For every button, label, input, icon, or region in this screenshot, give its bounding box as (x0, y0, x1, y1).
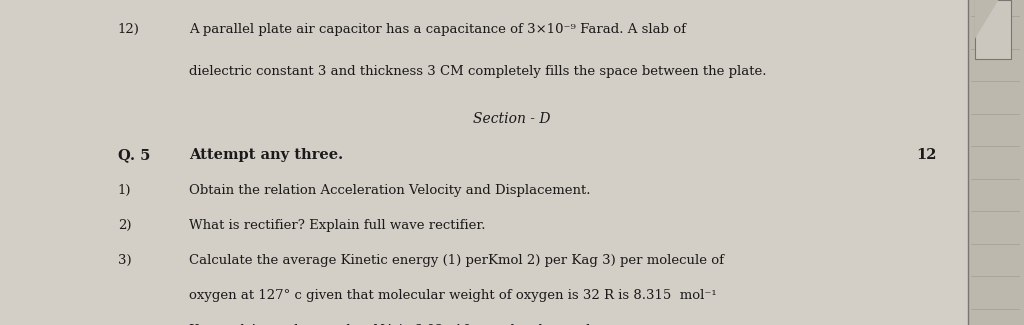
Text: 12): 12) (118, 23, 139, 36)
Text: Calculate the average Kinetic energy (1) perKmol 2) per Kag 3) per molecule of: Calculate the average Kinetic energy (1)… (189, 254, 724, 267)
Text: oxygen at 127° c given that molecular weight of oxygen is 32 R is 8.315  mol⁻¹: oxygen at 127° c given that molecular we… (189, 289, 717, 302)
Text: dielectric constant 3 and thickness 3 CM completely fills the space between the : dielectric constant 3 and thickness 3 CM… (189, 65, 767, 78)
FancyBboxPatch shape (975, 0, 1011, 58)
Bar (968, 0, 1024, 325)
Polygon shape (975, 0, 998, 39)
Text: 2): 2) (118, 219, 131, 232)
Text: Q. 5: Q. 5 (118, 148, 151, 162)
Text: K⁻¹  and Avogadro number NA is 6.02×10²³  molecules  mol⁻¹: K⁻¹ and Avogadro number NA is 6.02×10²³ … (189, 324, 603, 325)
Text: Section - D: Section - D (473, 112, 551, 126)
Text: 1): 1) (118, 184, 131, 197)
Text: Obtain the relation Acceleration Velocity and Displacement.: Obtain the relation Acceleration Velocit… (189, 184, 591, 197)
Text: A parallel plate air capacitor has a capacitance of 3×10⁻⁹ Farad. A slab of: A parallel plate air capacitor has a cap… (189, 23, 686, 36)
Text: 3): 3) (118, 254, 131, 267)
Text: What is rectifier? Explain full wave rectifier.: What is rectifier? Explain full wave rec… (189, 219, 486, 232)
Text: 12: 12 (916, 148, 937, 162)
Text: Attempt any three.: Attempt any three. (189, 148, 344, 162)
